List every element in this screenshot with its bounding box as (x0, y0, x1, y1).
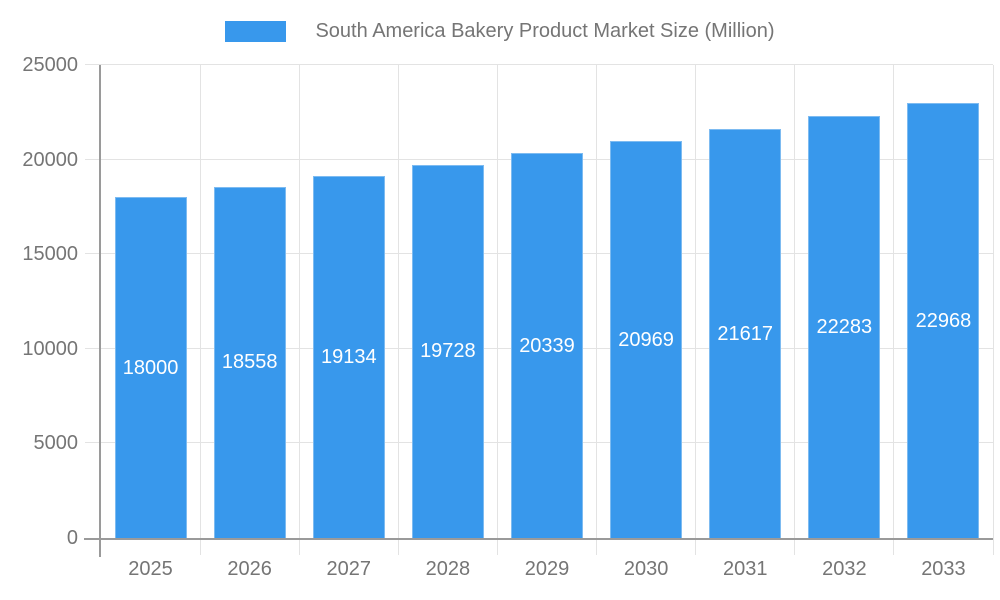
x-axis-tick-label: 2029 (524, 558, 570, 580)
y-axis-tick-label: 25000 (22, 54, 78, 76)
v-gridline (893, 65, 895, 555)
x-axis-tick-label: 2030 (623, 558, 669, 580)
bar-value-label: 20969 (618, 328, 674, 351)
v-gridline (794, 65, 796, 555)
bar-2030[interactable]: 20969 (610, 141, 683, 538)
v-gridline (496, 65, 498, 555)
v-gridline (992, 65, 994, 555)
bar-value-label: 21617 (717, 322, 774, 345)
bar-2033[interactable]: 22968 (907, 103, 980, 538)
h-gridline (85, 64, 993, 65)
bar-value-label: 22968 (915, 309, 972, 332)
bar-2025[interactable]: 18000 (114, 197, 187, 538)
bar-2027[interactable]: 19134 (312, 176, 385, 538)
x-axis-line (84, 538, 993, 540)
x-axis-tick-label: 2031 (722, 558, 768, 580)
legend-swatch (225, 21, 287, 42)
y-axis-tick-label: 15000 (22, 243, 78, 266)
plot-area: 18000 18558 19134 19728 20339 20969 21617 22283… (84, 64, 994, 557)
bar-2026[interactable]: 18558 (213, 186, 286, 538)
x-axis-tick-label: 2028 (425, 558, 471, 580)
y-axis-line (99, 65, 101, 557)
x-axis-tick-label: 2033 (921, 558, 966, 580)
y-axis-tick-label: 20000 (22, 148, 78, 171)
x-axis-tick-label: 2032 (822, 558, 867, 580)
v-gridline (199, 65, 201, 555)
bar-value-label: 18558 (221, 351, 278, 374)
v-gridline (397, 65, 399, 555)
bar-value-label: 20339 (519, 334, 575, 357)
y-axis-tick-label: 0 (66, 527, 78, 549)
bar-2029[interactable]: 20339 (511, 153, 583, 538)
legend[interactable]: South America Bakery Product Market Size… (0, 20, 1000, 43)
bar-value-label: 19134 (320, 346, 377, 368)
v-gridline (596, 65, 598, 555)
bar-value-label: 18000 (122, 356, 179, 379)
x-axis-tick-label: 2025 (128, 558, 173, 580)
bar-value-label: 19728 (420, 340, 476, 363)
bar-2031[interactable]: 21617 (709, 129, 782, 538)
y-axis-tick-label: 5000 (33, 432, 79, 455)
x-axis-tick-label: 2027 (326, 558, 372, 580)
bar-value-label: 22283 (816, 316, 873, 339)
x-axis-tick-label: 2026 (227, 558, 272, 580)
y-axis-tick-label: 10000 (22, 337, 78, 360)
bar-2028[interactable]: 19728 (411, 164, 484, 538)
v-gridline (695, 65, 697, 555)
v-gridline (298, 65, 300, 555)
bar-2032[interactable]: 22283 (808, 116, 881, 538)
legend-label: South America Bakery Product Market Size… (315, 20, 775, 42)
